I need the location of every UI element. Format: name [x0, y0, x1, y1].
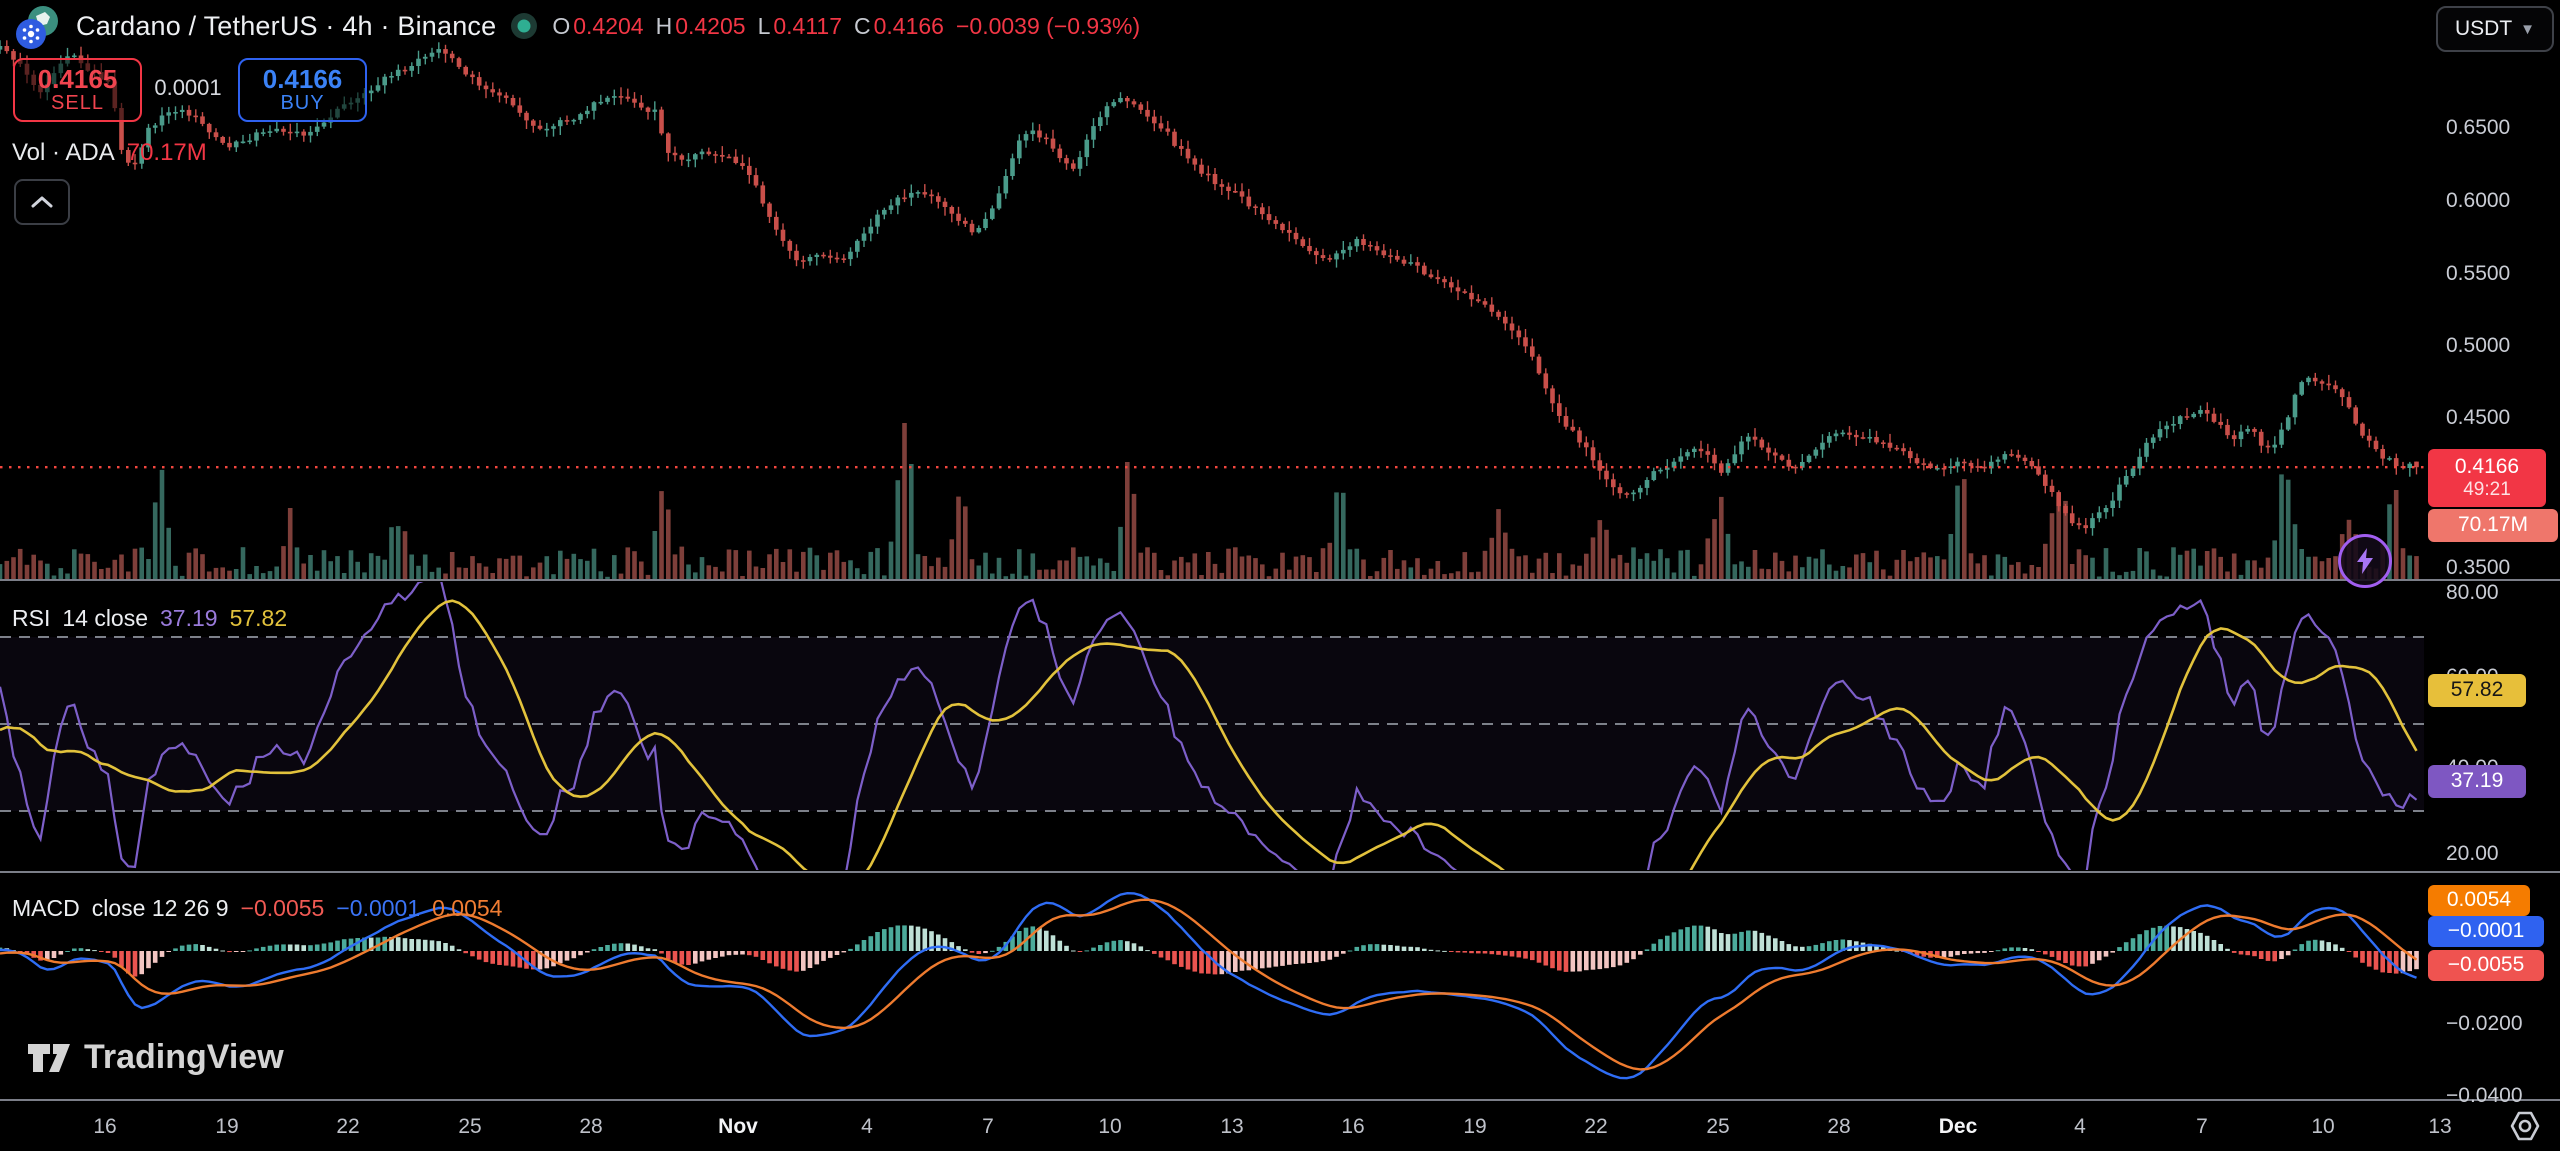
svg-text:−0.0400: −0.0400 — [2446, 1084, 2523, 1107]
svg-text:80.00: 80.00 — [2446, 581, 2499, 604]
pair-icons — [16, 6, 58, 49]
svg-text:0.5500: 0.5500 — [2446, 262, 2510, 285]
tradingview-logo-icon — [28, 1043, 70, 1072]
rsi-legend[interactable]: RSI 14 close 37.19 57.82 — [12, 605, 288, 631]
high-value: 0.4205 — [675, 12, 746, 39]
macd-legend[interactable]: MACD close 12 26 9 −0.0055 −0.0001 0.005… — [12, 895, 503, 921]
ohlc-readout: O 0.4204 H 0.4205 L 0.4117 C 0.4166 −0.0039 … — [552, 12, 1141, 39]
rsi-ma-badge: 57.82 — [2428, 674, 2526, 707]
svg-text:19: 19 — [215, 1115, 238, 1138]
buy-button[interactable]: 0.4166 BUY — [238, 58, 367, 122]
svg-text:16: 16 — [93, 1115, 116, 1138]
bar-countdown: 49:21 — [2463, 479, 2511, 501]
macd-hist-value: −0.0055 — [240, 895, 325, 921]
tradingview-watermark: TradingView — [26, 1038, 284, 1077]
gear-icon — [2510, 1111, 2540, 1141]
chart-header: Cardano / TetherUS · 4h · Binance O 0.420… — [10, 6, 1141, 49]
svg-text:22: 22 — [1584, 1115, 1607, 1138]
spread-value: 0.0001 — [154, 75, 222, 100]
open-value: 0.4204 — [573, 12, 644, 39]
macd-signal-badge: 0.0054 — [2428, 885, 2530, 916]
volume-value: 70.17M — [126, 139, 207, 166]
rsi-value: 37.19 — [160, 605, 218, 631]
svg-text:20.00: 20.00 — [2446, 842, 2499, 865]
svg-text:13: 13 — [1220, 1115, 1243, 1138]
buy-price: 0.4166 — [262, 63, 343, 94]
market-status-icon — [511, 13, 538, 39]
sell-button[interactable]: 0.4165 SELL — [13, 58, 142, 122]
svg-text:10: 10 — [2311, 1115, 2334, 1138]
svg-text:16: 16 — [1341, 1115, 1364, 1138]
svg-text:22: 22 — [336, 1115, 359, 1138]
svg-text:13: 13 — [2428, 1115, 2451, 1138]
svg-text:Dec: Dec — [1939, 1115, 1978, 1138]
macd-signal-value: 0.0054 — [432, 895, 503, 921]
lightning-icon — [2357, 548, 2373, 574]
svg-text:25: 25 — [458, 1115, 481, 1138]
symbol-title[interactable]: Cardano / TetherUS · 4h · Binance — [76, 10, 497, 41]
currency-selector[interactable]: USDT ▼ — [2436, 6, 2554, 52]
macd-value: −0.0001 — [336, 895, 421, 921]
collapse-legend-button[interactable] — [14, 179, 70, 225]
svg-text:0.6500: 0.6500 — [2446, 116, 2510, 139]
svg-text:0.5000: 0.5000 — [2446, 334, 2510, 357]
rsi-badge: 37.19 — [2428, 765, 2526, 798]
svg-text:Nov: Nov — [718, 1115, 758, 1138]
svg-text:19: 19 — [1463, 1115, 1486, 1138]
sell-price: 0.4165 — [37, 63, 118, 94]
svg-text:0.6000: 0.6000 — [2446, 189, 2510, 212]
volume-legend[interactable]: Vol · ADA 70.17M — [12, 139, 207, 166]
svg-text:25: 25 — [1706, 1115, 1729, 1138]
macd-hist-badge: −0.0055 — [2428, 950, 2544, 981]
svg-text:7: 7 — [2196, 1115, 2208, 1138]
axis-settings-button[interactable] — [2504, 1106, 2546, 1146]
svg-text:0.3500: 0.3500 — [2446, 556, 2510, 579]
change-value: −0.0039 (−0.93%) — [955, 12, 1141, 39]
close-value: 0.4166 — [873, 12, 944, 39]
rsi-ma-value: 57.82 — [229, 605, 288, 631]
svg-text:−0.0200: −0.0200 — [2446, 1012, 2523, 1035]
macd-badge: −0.0001 — [2428, 916, 2544, 947]
instant-order-button[interactable] — [2338, 534, 2392, 588]
chevron-down-icon: ▼ — [2520, 20, 2536, 38]
last-price-badge: 0.4166 49:21 — [2428, 449, 2546, 507]
svg-text:4: 4 — [2074, 1115, 2086, 1138]
chevron-up-icon — [31, 196, 53, 208]
svg-text:0.4500: 0.4500 — [2446, 406, 2510, 429]
svg-text:10: 10 — [1098, 1115, 1121, 1138]
svg-text:4: 4 — [861, 1115, 873, 1138]
low-value: 0.4117 — [773, 12, 842, 39]
svg-text:28: 28 — [579, 1115, 602, 1138]
svg-text:28: 28 — [1827, 1115, 1850, 1138]
svg-text:7: 7 — [982, 1115, 994, 1138]
volume-badge: 70.17M — [2428, 509, 2558, 542]
